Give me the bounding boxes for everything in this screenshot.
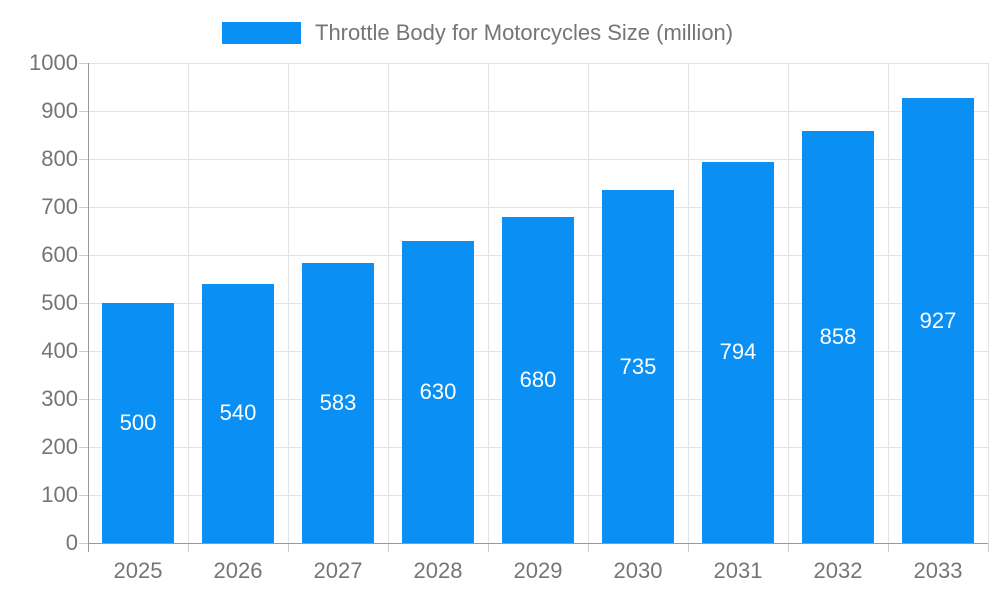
y-axis-label: 100 bbox=[41, 482, 78, 507]
x-axis-tick bbox=[488, 543, 489, 552]
y-axis-tick bbox=[79, 399, 88, 400]
y-axis-label: 1000 bbox=[29, 50, 78, 75]
bar-2030[interactable] bbox=[602, 190, 674, 543]
x-axis-label: 2026 bbox=[213, 558, 263, 583]
gridline-vertical bbox=[388, 63, 389, 543]
y-axis-label: 200 bbox=[41, 434, 78, 459]
bar-value-label: 680 bbox=[519, 366, 557, 392]
y-axis-tick bbox=[79, 303, 88, 304]
y-axis-line bbox=[88, 63, 89, 543]
gridline-horizontal bbox=[88, 159, 988, 160]
gridline-vertical bbox=[488, 63, 489, 543]
y-axis-tick bbox=[79, 543, 88, 544]
bar-2027[interactable] bbox=[302, 263, 374, 543]
bar-2031[interactable] bbox=[702, 161, 774, 543]
y-axis-tick bbox=[79, 159, 88, 160]
x-axis-label: 2027 bbox=[313, 558, 363, 583]
x-axis-tick bbox=[88, 543, 89, 552]
gridline-vertical bbox=[888, 63, 889, 543]
x-axis-tick bbox=[588, 543, 589, 552]
gridline-horizontal bbox=[88, 207, 988, 208]
bar-value-label: 794 bbox=[719, 339, 757, 365]
x-axis-label: 2030 bbox=[613, 558, 663, 583]
gridline-horizontal bbox=[88, 111, 988, 112]
y-axis-tick bbox=[79, 207, 88, 208]
x-axis-label: 2033 bbox=[913, 558, 963, 583]
y-axis-label: 300 bbox=[41, 386, 78, 411]
bar-value-label: 500 bbox=[119, 410, 157, 435]
y-axis-label: 500 bbox=[41, 290, 78, 315]
y-axis-label: 600 bbox=[41, 242, 78, 267]
bar-2033[interactable] bbox=[902, 98, 974, 543]
bar-value-label: 735 bbox=[619, 353, 657, 379]
y-axis-label: 800 bbox=[41, 146, 78, 171]
gridline-horizontal bbox=[88, 63, 988, 64]
y-axis-tick bbox=[79, 63, 88, 64]
bar-2026[interactable] bbox=[202, 283, 274, 543]
bar-2032[interactable] bbox=[802, 131, 874, 543]
y-axis-label: 0 bbox=[65, 530, 78, 555]
y-axis-label: 400 bbox=[41, 338, 78, 363]
x-axis-label: 2029 bbox=[513, 558, 563, 583]
bar-value-label: 583 bbox=[319, 390, 357, 416]
x-axis-label: 2025 bbox=[113, 558, 163, 583]
gridline-vertical bbox=[688, 63, 689, 543]
gridline-vertical bbox=[588, 63, 589, 543]
bar-value-label: 540 bbox=[219, 400, 257, 426]
x-axis-line bbox=[88, 543, 988, 544]
bar-value-label: 630 bbox=[419, 378, 457, 404]
x-axis-tick bbox=[288, 543, 289, 552]
bar-value-label: 927 bbox=[919, 307, 957, 333]
y-axis-tick bbox=[79, 351, 88, 352]
x-axis-label: 2032 bbox=[813, 558, 863, 583]
x-axis-tick bbox=[388, 543, 389, 552]
gridline-vertical bbox=[788, 63, 789, 543]
y-axis-label: 900 bbox=[41, 98, 78, 123]
legend-label: Throttle Body for Motorcycles Size (mill… bbox=[315, 20, 734, 45]
legend-swatch bbox=[222, 22, 301, 44]
bar-2025[interactable] bbox=[102, 303, 174, 543]
x-axis-tick bbox=[688, 543, 689, 552]
x-axis-tick bbox=[988, 543, 989, 552]
x-axis-tick bbox=[788, 543, 789, 552]
x-axis-tick bbox=[188, 543, 189, 552]
y-axis-tick bbox=[79, 111, 88, 112]
gridline-vertical bbox=[288, 63, 289, 543]
y-axis-label: 700 bbox=[41, 194, 78, 219]
bar-value-label: 858 bbox=[819, 324, 857, 350]
y-axis-tick bbox=[79, 255, 88, 256]
y-axis-tick bbox=[79, 447, 88, 448]
x-axis-label: 2028 bbox=[413, 558, 463, 583]
bar-2029[interactable] bbox=[502, 216, 574, 543]
gridline-vertical bbox=[988, 63, 989, 543]
x-axis-tick bbox=[888, 543, 889, 552]
gridline-vertical bbox=[188, 63, 189, 543]
y-axis-tick bbox=[79, 495, 88, 496]
bar-2028[interactable] bbox=[402, 240, 474, 543]
x-axis-label: 2031 bbox=[713, 558, 763, 583]
legend-item[interactable]: Throttle Body for Motorcycles Size (mill… bbox=[222, 20, 733, 46]
